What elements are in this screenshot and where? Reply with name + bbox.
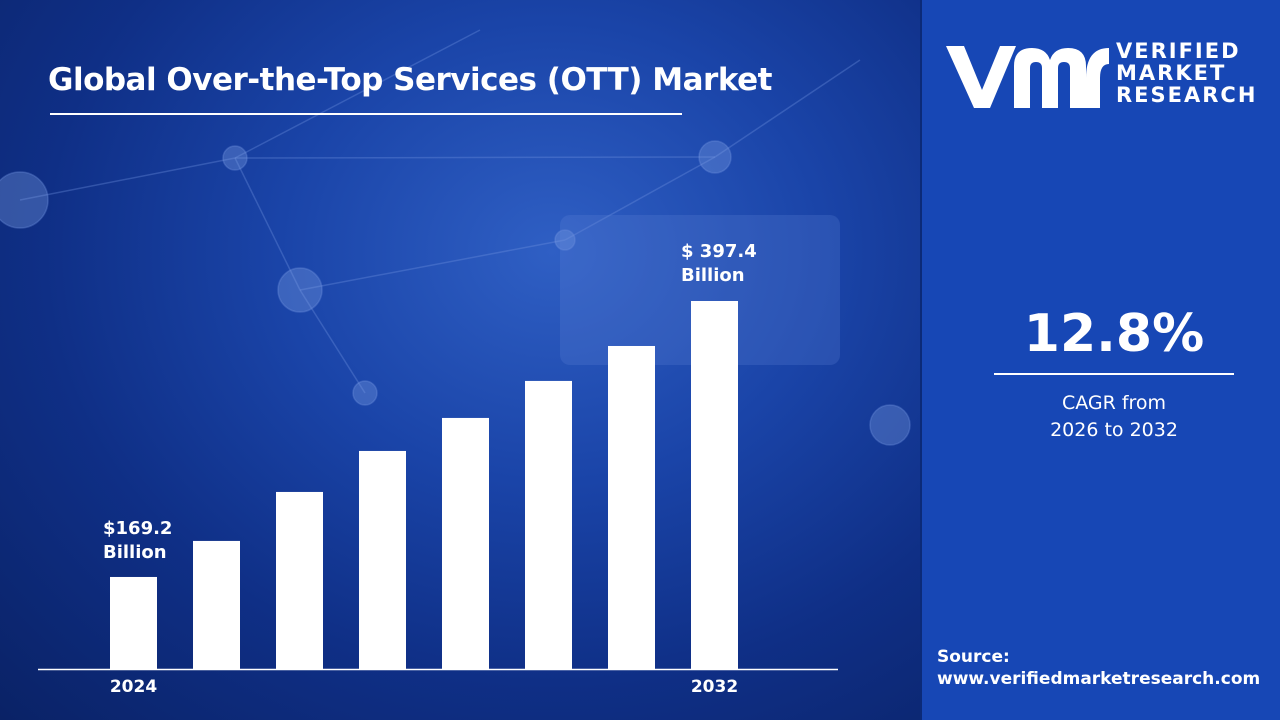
cagr-label-line-2: 2026 to 2032 bbox=[1050, 419, 1178, 441]
cagr-label-line-1: CAGR from bbox=[1061, 392, 1167, 414]
bar-chart: 2024 2032 bbox=[38, 301, 838, 697]
bar-2027 bbox=[359, 450, 406, 669]
brand-line-2: MARKET bbox=[1116, 61, 1227, 85]
bar-2025 bbox=[193, 540, 240, 669]
brand-name: VERIFIED MARKET RESEARCH bbox=[1116, 40, 1257, 106]
bar-2028 bbox=[442, 417, 489, 669]
annotation-2032: $ 397.4 Billion bbox=[681, 240, 757, 288]
source-label: Source: bbox=[937, 647, 1010, 667]
annotation-2024-unit: Billion bbox=[103, 542, 167, 563]
annotation-2024-value: $169.2 bbox=[103, 518, 173, 539]
annotation-2032-value: $ 397.4 bbox=[681, 241, 757, 262]
vmr-logo-icon bbox=[946, 46, 1109, 108]
info-panel: VERIFIED MARKET RESEARCH 12.8% CAGR from… bbox=[922, 0, 1280, 720]
brand-line-3: RESEARCH bbox=[1116, 83, 1258, 107]
source-url[interactable]: www.verifiedmarketresearch.com bbox=[937, 669, 1261, 689]
cagr-divider bbox=[994, 373, 1234, 375]
x-tick-2024: 2024 bbox=[110, 677, 157, 697]
bar-2030 bbox=[608, 345, 655, 669]
brand-line-1: VERIFIED bbox=[1116, 39, 1241, 63]
bar-2032 bbox=[691, 301, 738, 669]
annotation-2032-unit: Billion bbox=[681, 265, 745, 286]
x-tick-2032: 2032 bbox=[691, 677, 738, 697]
network-background bbox=[0, 29, 911, 446]
cagr-label: CAGR from 2026 to 2032 bbox=[994, 390, 1234, 444]
chart-title: Global Over-the-Top Services (OTT) Marke… bbox=[48, 62, 772, 98]
bar-2024 bbox=[110, 576, 157, 669]
annotation-2024: $169.2 Billion bbox=[103, 517, 172, 565]
bar-2026 bbox=[276, 491, 323, 669]
source: Source: www.verifiedmarketresearch.com bbox=[937, 646, 1260, 690]
cagr-value: 12.8% bbox=[1023, 304, 1205, 364]
chart-panel: Global Over-the-Top Services (OTT) Marke… bbox=[0, 0, 920, 720]
bar-2029 bbox=[525, 380, 572, 669]
title-underline bbox=[50, 113, 682, 115]
